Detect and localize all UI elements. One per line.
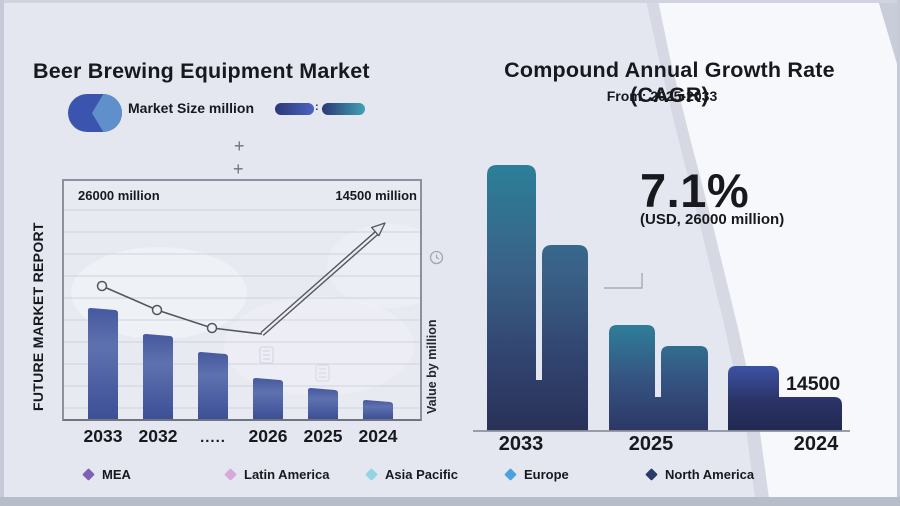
bar-pair-2033 — [487, 165, 588, 431]
document-watermark-icon — [315, 364, 330, 382]
future-market-report-label: FUTURE MARKET REPORT — [30, 222, 46, 411]
bar-value-label-14500: 14500 — [786, 373, 841, 395]
frame-edge-right — [897, 0, 900, 506]
value-axis-label: Value by million — [425, 319, 439, 414]
x-label-2026: 2026 — [248, 426, 288, 446]
left-chart-title: Beer Brewing Equipment Market — [33, 59, 370, 83]
left-chart-start-value: 26000 million — [78, 188, 160, 203]
legend-item-europe: Europe — [504, 465, 569, 483]
legend-label: Europe — [524, 466, 569, 482]
right-chart-subtitle: From: 2025-2033 — [606, 88, 718, 104]
bar-pair-2025 — [609, 325, 708, 431]
left-bar-line-chart — [64, 209, 420, 419]
legend-label: Latin America — [244, 466, 330, 482]
mea-diamond-icon — [82, 467, 95, 481]
cloud-shape — [224, 296, 414, 396]
market-size-icon — [68, 94, 122, 132]
europe-diamond-icon — [504, 467, 517, 481]
ratio-pill-left — [275, 103, 314, 115]
x-label-2033: 2033 — [498, 433, 544, 455]
frame-edge-top — [0, 0, 900, 3]
plus-mark-icon: + — [234, 136, 245, 156]
x-label-2025: 2025 — [628, 433, 674, 455]
trend-line — [101, 285, 263, 335]
gridlines — [64, 209, 420, 409]
x-label-2033: 2033 — [83, 426, 123, 446]
cagr-value: 7.1% — [640, 164, 750, 217]
left-chart-frame: 26000 million 14500 million — [62, 179, 422, 421]
market-size-icon-overlay — [92, 94, 122, 132]
trend-arrow — [260, 222, 386, 336]
cagr-bar-chart — [473, 165, 850, 432]
document-watermark-icon — [259, 346, 274, 364]
region-legend: MEA Latin America Asia Pacific Europe No… — [0, 465, 900, 485]
x-label-2024: 2024 — [358, 426, 398, 446]
bar-pair-2024 — [728, 366, 842, 431]
plus-mark-icon: + — [233, 159, 244, 179]
frame-edge-bottom — [0, 497, 900, 506]
left-chart-end-value: 14500 million — [335, 188, 417, 203]
trend-markers — [96, 280, 218, 334]
asia-pacific-diamond-icon — [365, 467, 378, 481]
right-chart-title: Compound Annual Growth Rate (CAGR) — [504, 58, 835, 107]
legend-item-mea: MEA — [82, 465, 131, 483]
x-label-2025: 2025 — [303, 426, 343, 446]
legend-item-asia-pacific: Asia Pacific — [365, 465, 458, 483]
latin-america-diamond-icon — [224, 467, 237, 481]
frame-edge-left — [0, 0, 4, 506]
market-size-bars — [88, 308, 393, 419]
cagr-note: (USD, 26000 million) — [640, 211, 785, 228]
legend-item-north-america: North America — [645, 465, 755, 483]
clock-icon — [429, 250, 444, 265]
x-label-2032: 2032 — [138, 426, 178, 446]
ratio-pill-right — [322, 103, 365, 115]
ratio-colon: : — [315, 101, 319, 113]
x-label-dots: ..... — [200, 429, 226, 446]
cloud-shape — [327, 224, 420, 308]
legend-item-latin-america: Latin America — [224, 465, 330, 483]
step-decoration — [604, 273, 643, 289]
legend-label: MEA — [102, 466, 131, 482]
x-label-2024: 2024 — [793, 433, 839, 455]
legend-label: North America — [665, 466, 755, 482]
north-america-diamond-icon — [645, 467, 658, 481]
market-size-label: Market Size million — [128, 100, 255, 116]
legend-label: Asia Pacific — [385, 466, 458, 482]
